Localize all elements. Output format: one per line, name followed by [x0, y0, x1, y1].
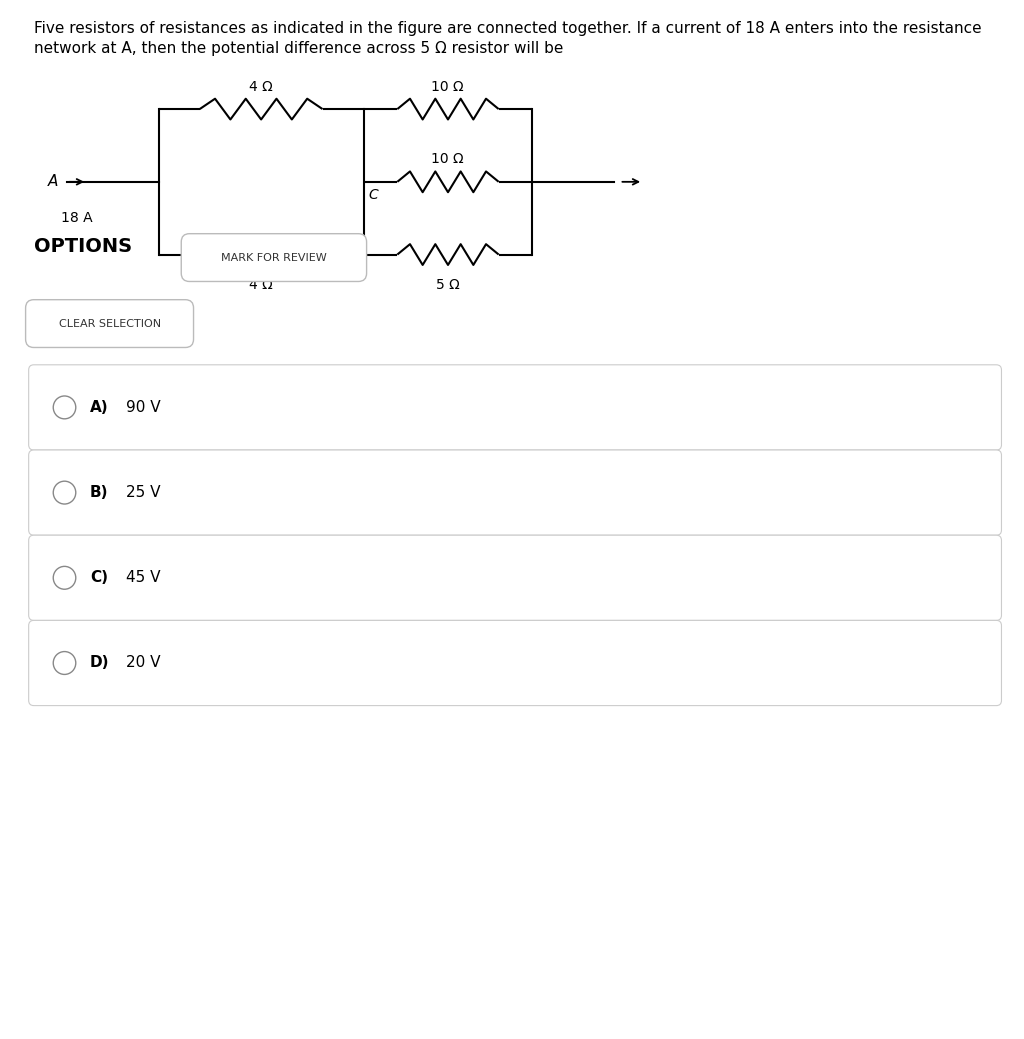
- Text: MARK FOR REVIEW: MARK FOR REVIEW: [221, 252, 327, 263]
- Circle shape: [53, 481, 76, 504]
- Text: 25 V: 25 V: [126, 485, 161, 500]
- Text: 10 Ω: 10 Ω: [431, 153, 464, 166]
- Text: B): B): [90, 485, 109, 500]
- Text: network at A, then the potential difference across 5 Ω resistor will be: network at A, then the potential differe…: [34, 41, 563, 55]
- Circle shape: [53, 566, 76, 589]
- FancyBboxPatch shape: [181, 234, 367, 282]
- Text: Five resistors of resistances as indicated in the figure are connected together.: Five resistors of resistances as indicat…: [34, 21, 981, 35]
- Text: 90 V: 90 V: [126, 400, 161, 415]
- Text: OPTIONS: OPTIONS: [34, 237, 132, 256]
- Text: 45 V: 45 V: [126, 570, 161, 585]
- Text: 5 Ω: 5 Ω: [435, 278, 460, 292]
- Text: 18 A: 18 A: [61, 211, 93, 224]
- Text: A: A: [48, 175, 58, 189]
- Text: D): D): [90, 656, 110, 670]
- Circle shape: [53, 651, 76, 674]
- Text: 10 Ω: 10 Ω: [431, 80, 464, 94]
- FancyBboxPatch shape: [29, 620, 1001, 705]
- Circle shape: [53, 396, 76, 419]
- Text: C): C): [90, 570, 109, 585]
- FancyBboxPatch shape: [29, 535, 1001, 620]
- Text: 4 Ω: 4 Ω: [249, 278, 273, 292]
- Text: 20 V: 20 V: [126, 656, 161, 670]
- FancyBboxPatch shape: [29, 365, 1001, 450]
- Text: CLEAR SELECTION: CLEAR SELECTION: [58, 319, 161, 328]
- Text: 4 Ω: 4 Ω: [249, 80, 273, 94]
- FancyBboxPatch shape: [26, 299, 194, 347]
- Text: A): A): [90, 400, 109, 415]
- Text: C: C: [369, 188, 379, 202]
- FancyBboxPatch shape: [29, 450, 1001, 535]
